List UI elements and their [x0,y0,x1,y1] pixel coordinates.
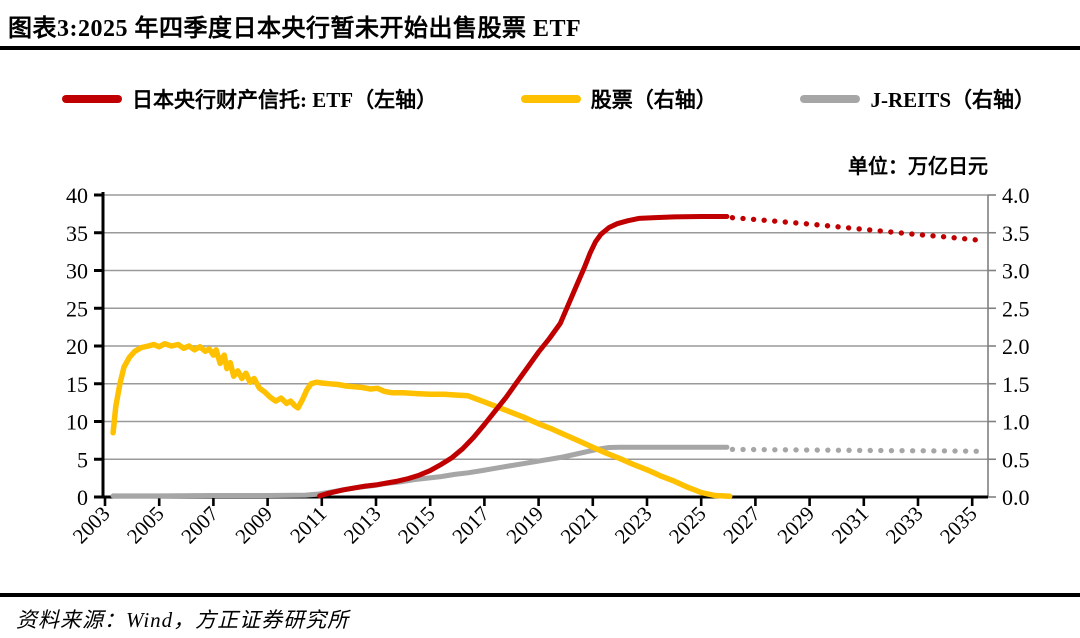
legend-label-etf: 日本央行财产信托: ETF（左轴） [132,88,438,112]
svg-text:35: 35 [66,221,88,246]
svg-text:2013: 2013 [339,502,386,549]
legend-item-etf: 日本央行财产信托: ETF（左轴） [62,84,437,114]
footer-divider [0,593,1080,597]
svg-text:15: 15 [66,372,88,397]
svg-text:2017: 2017 [447,502,494,549]
legend-label-jreits: J-REITS（右轴） [870,88,1035,112]
svg-text:2029: 2029 [772,502,819,549]
svg-text:4.0: 4.0 [1002,183,1030,208]
svg-text:2003: 2003 [68,502,115,549]
svg-text:2033: 2033 [881,502,928,549]
svg-text:10: 10 [66,410,88,435]
svg-text:30: 30 [66,259,88,284]
svg-text:2035: 2035 [935,502,982,549]
title-divider [0,46,1080,50]
svg-text:2011: 2011 [285,502,331,548]
svg-text:2.0: 2.0 [1002,334,1030,359]
svg-text:3.0: 3.0 [1002,259,1030,284]
legend-item-stocks: 股票（右轴） [520,84,717,114]
svg-text:1.5: 1.5 [1002,372,1030,397]
svg-text:2007: 2007 [176,502,223,549]
svg-text:0.5: 0.5 [1002,447,1030,472]
svg-text:2025: 2025 [664,502,711,549]
legend-swatch-stocks [520,95,581,103]
svg-text:2.5: 2.5 [1002,296,1030,321]
svg-text:2009: 2009 [230,502,277,549]
figure-title: 图表3:2025 年四季度日本央行暂未开始出售股票 ETF [8,16,582,42]
svg-text:3.5: 3.5 [1002,221,1030,246]
svg-text:1.0: 1.0 [1002,410,1030,435]
source-note: 资料来源：Wind，方正证券研究所 [16,608,350,632]
svg-text:20: 20 [66,334,88,359]
svg-text:0.0: 0.0 [1002,485,1030,510]
svg-text:2015: 2015 [393,502,440,549]
svg-text:0: 0 [77,485,88,510]
svg-text:2031: 2031 [827,502,874,549]
legend-label-stocks: 股票（右轴） [590,88,717,112]
legend-swatch-jreits [800,95,861,103]
axis-unit-label: 单位：万亿日元 [848,156,988,178]
legend-item-jreits: J-REITS（右轴） [800,84,1035,114]
legend-swatch-etf [62,95,122,103]
svg-text:40: 40 [66,183,88,208]
svg-text:2023: 2023 [610,502,657,549]
svg-text:2027: 2027 [718,502,765,549]
svg-text:2021: 2021 [556,502,603,549]
svg-text:2019: 2019 [501,502,548,549]
svg-text:2005: 2005 [122,502,169,549]
svg-text:25: 25 [66,296,88,321]
chart-legend: 日本央行财产信托: ETF（左轴） 股票（右轴） J-REITS（右轴） [0,84,1080,114]
svg-text:5: 5 [77,447,88,472]
